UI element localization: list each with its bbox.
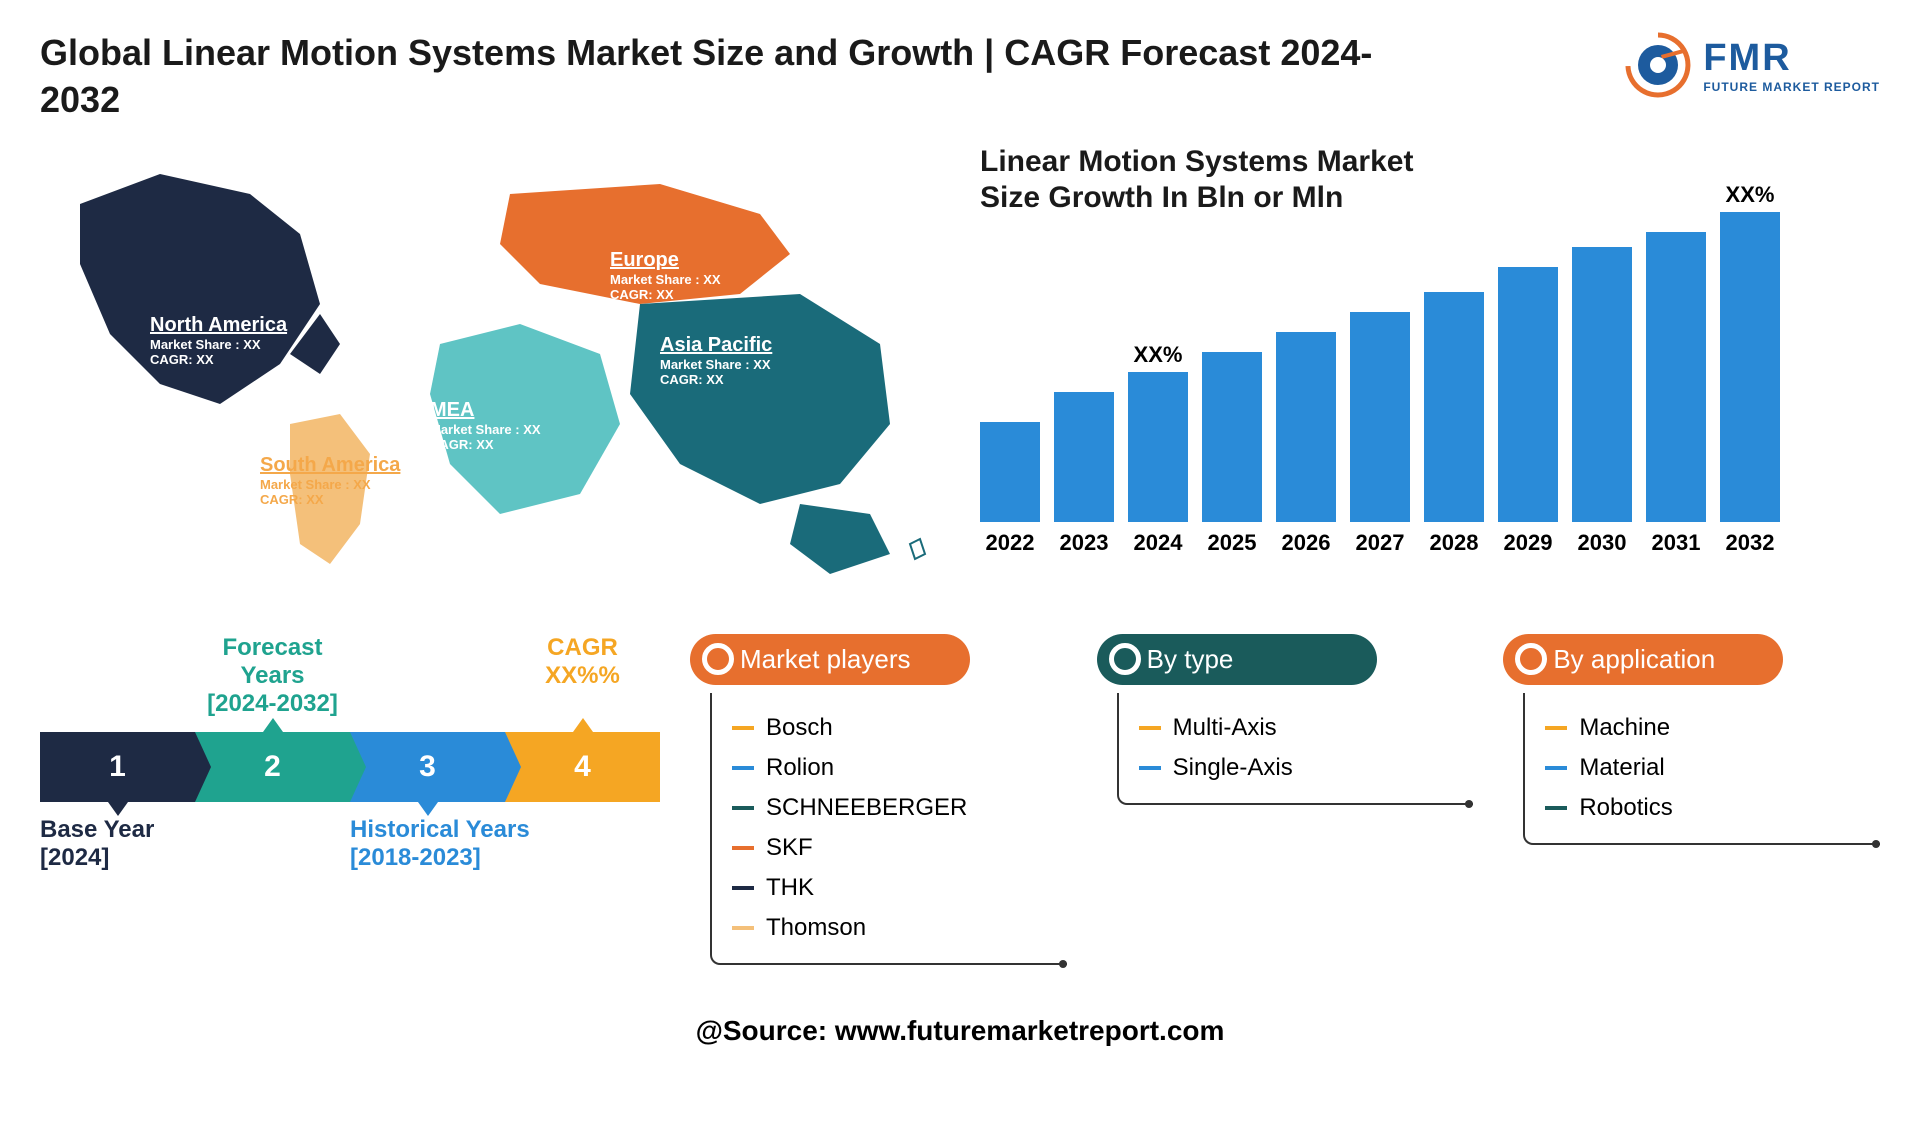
region-label-eu: EuropeMarket Share : XXCAGR: XX bbox=[610, 249, 721, 302]
region-label-na: North AmericaMarket Share : XXCAGR: XX bbox=[150, 314, 287, 367]
timeline: Forecast Years [2024-2032] CAGR XX%% 123… bbox=[40, 634, 660, 872]
info-item: SKF bbox=[732, 828, 1067, 868]
forecast-range: [2024-2032] bbox=[195, 690, 350, 718]
info-bracket: BoschRolionSCHNEEBERGERSKFTHKThomson bbox=[710, 693, 1067, 965]
timeline-segment-4: 4 bbox=[505, 732, 660, 802]
arrow-up-icon bbox=[573, 718, 593, 732]
timeline-segment-3: 3 bbox=[350, 732, 505, 802]
info-column-2: By application MachineMaterialRobotics bbox=[1503, 634, 1880, 965]
source-text: @Source: www.futuremarketreport.com bbox=[40, 1015, 1880, 1047]
bar-2031: 2031 bbox=[1646, 232, 1706, 556]
info-item: Thomson bbox=[732, 908, 1067, 948]
arrow-down-icon bbox=[108, 802, 128, 816]
bar-2032: XX%2032 bbox=[1720, 212, 1780, 556]
bar-2026: 2026 bbox=[1276, 332, 1336, 556]
base-range: [2024] bbox=[40, 844, 195, 872]
timeline-segment-1: 1 bbox=[40, 732, 195, 802]
info-item: Multi-Axis bbox=[1139, 708, 1474, 748]
hist-range: [2018-2023] bbox=[350, 844, 567, 872]
info-column-0: Market players BoschRolionSCHNEEBERGERSKF… bbox=[690, 634, 1067, 965]
arrow-up-icon bbox=[263, 718, 283, 732]
bar-2029: 2029 bbox=[1498, 267, 1558, 556]
base-label: Base Year bbox=[40, 816, 195, 844]
info-bracket: MachineMaterialRobotics bbox=[1523, 693, 1880, 845]
bar-chart: Linear Motion Systems Market Size Growth… bbox=[980, 144, 1880, 584]
bar-2028: 2028 bbox=[1424, 292, 1484, 556]
bar-2022: 2022 bbox=[980, 422, 1040, 556]
logo-sub-text: FUTURE MARKET REPORT bbox=[1703, 80, 1880, 94]
logo-main-text: FMR bbox=[1703, 37, 1880, 80]
fmr-logo: FMR FUTURE MARKET REPORT bbox=[1623, 30, 1880, 100]
bar-2030: 2030 bbox=[1572, 247, 1632, 556]
cagr-label: CAGR bbox=[505, 634, 660, 662]
info-item: Machine bbox=[1545, 708, 1880, 748]
region-label-ap: Asia PacificMarket Share : XXCAGR: XX bbox=[660, 334, 772, 387]
info-pill: Market players bbox=[690, 634, 970, 685]
logo-icon bbox=[1623, 30, 1693, 100]
info-item: Material bbox=[1545, 748, 1880, 788]
cagr-value: XX%% bbox=[505, 662, 660, 690]
forecast-label: Forecast Years bbox=[195, 634, 350, 690]
bar-2025: 2025 bbox=[1202, 352, 1262, 556]
info-item: Rolion bbox=[732, 748, 1067, 788]
arrow-down-icon bbox=[418, 802, 438, 816]
info-pill: By application bbox=[1503, 634, 1783, 685]
info-bracket: Multi-AxisSingle-Axis bbox=[1117, 693, 1474, 805]
info-column-1: By type Multi-AxisSingle-Axis bbox=[1097, 634, 1474, 965]
bar-2027: 2027 bbox=[1350, 312, 1410, 556]
hist-label: Historical Years bbox=[350, 816, 567, 844]
page-title: Global Linear Motion Systems Market Size… bbox=[40, 30, 1440, 124]
info-item: Bosch bbox=[732, 708, 1067, 748]
info-item: Robotics bbox=[1545, 788, 1880, 828]
timeline-segment-2: 2 bbox=[195, 732, 350, 802]
chart-title: Linear Motion Systems Market Size Growth… bbox=[980, 144, 1480, 216]
info-item: Single-Axis bbox=[1139, 748, 1474, 788]
region-label-mea: MEAMarket Share : XXCAGR: XX bbox=[430, 399, 541, 452]
bar-2023: 2023 bbox=[1054, 392, 1114, 556]
world-map: North AmericaMarket Share : XXCAGR: XX So… bbox=[40, 144, 940, 584]
info-item: THK bbox=[732, 868, 1067, 908]
info-pill: By type bbox=[1097, 634, 1377, 685]
info-item: SCHNEEBERGER bbox=[732, 788, 1067, 828]
region-label-sa: South AmericaMarket Share : XXCAGR: XX bbox=[260, 454, 400, 507]
bar-2024: XX%2024 bbox=[1128, 372, 1188, 556]
